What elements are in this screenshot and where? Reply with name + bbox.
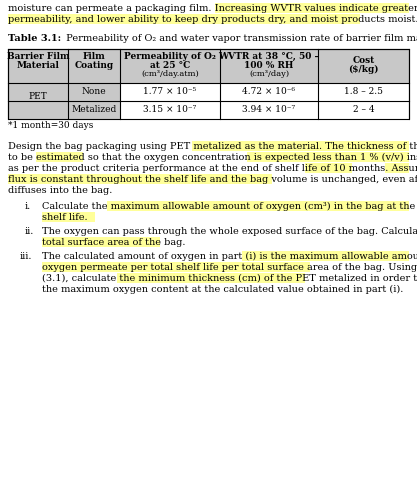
Text: The calculated amount of oxygen in part (i) is the maximum allowable amount of: The calculated amount of oxygen in part … <box>42 252 417 261</box>
Bar <box>215 3 409 13</box>
Bar <box>117 273 305 283</box>
Text: oxygen permeate per total shelf life per total surface area of the bag. Using Eq: oxygen permeate per total shelf life per… <box>42 263 417 272</box>
Text: Permeability of O₂ and water vapor transmission rate of barrier film material: Permeability of O₂ and water vapor trans… <box>63 34 417 43</box>
Text: WVTR at 38 °C, 50 –: WVTR at 38 °C, 50 – <box>219 52 319 61</box>
Bar <box>8 83 68 119</box>
Text: total surface area of the bag.: total surface area of the bag. <box>42 238 186 247</box>
Text: (3.1), calculate the minimum thickness (cm) of the PET metalized in order to lim: (3.1), calculate the minimum thickness (… <box>42 274 417 283</box>
Text: Coating: Coating <box>75 61 113 70</box>
Bar <box>8 49 409 119</box>
Text: 2 – 4: 2 – 4 <box>353 105 374 114</box>
Bar <box>107 201 409 211</box>
Text: diffuses into the bag.: diffuses into the bag. <box>8 186 112 195</box>
Bar <box>305 163 352 173</box>
Text: ($/kg): ($/kg) <box>348 65 379 74</box>
Text: Material: Material <box>17 61 60 70</box>
Text: Table 3.1:: Table 3.1: <box>8 34 61 43</box>
Bar <box>192 141 409 151</box>
Text: shelf life.: shelf life. <box>42 213 88 222</box>
Bar <box>42 212 95 222</box>
Text: (cm³/day): (cm³/day) <box>249 70 289 78</box>
Text: 4.72 × 10⁻⁶: 4.72 × 10⁻⁶ <box>243 87 296 96</box>
Bar <box>68 83 120 119</box>
Text: (cm³/day.atm): (cm³/day.atm) <box>141 70 199 78</box>
Text: the maximum oxygen content at the calculated value obtained in part (i).: the maximum oxygen content at the calcul… <box>42 285 403 294</box>
Text: 1.77 × 10⁻⁵: 1.77 × 10⁻⁵ <box>143 87 197 96</box>
Text: to be estimated so that the oxygen concentration is expected less than 1 % (v/v): to be estimated so that the oxygen conce… <box>8 153 417 162</box>
Text: 100 % RH: 100 % RH <box>244 61 294 70</box>
Bar <box>247 152 409 162</box>
Text: The oxygen can pass through the whole exposed surface of the bag. Calculate the: The oxygen can pass through the whole ex… <box>42 227 417 236</box>
Bar <box>8 174 272 184</box>
Text: i.: i. <box>25 202 31 211</box>
Text: Cost: Cost <box>352 56 374 65</box>
Text: at 25 °C: at 25 °C <box>150 61 190 70</box>
Text: PET: PET <box>29 92 48 101</box>
Bar <box>242 251 409 261</box>
Text: as per the product criteria performance at the end of shelf life of 10 months. A: as per the product criteria performance … <box>8 164 417 173</box>
Text: iii.: iii. <box>20 252 33 261</box>
Text: flux is constant throughout the shelf life and the bag volume is unchanged, even: flux is constant throughout the shelf li… <box>8 175 417 184</box>
Bar <box>42 262 310 272</box>
Text: ii.: ii. <box>25 227 34 236</box>
Text: Film: Film <box>83 52 106 61</box>
Text: Permeability of O₂: Permeability of O₂ <box>124 52 216 61</box>
Bar <box>42 237 160 247</box>
Bar <box>36 152 83 162</box>
Text: *1 month=30 days: *1 month=30 days <box>8 121 93 130</box>
Text: Barrier Film: Barrier Film <box>7 52 69 61</box>
Text: None: None <box>82 87 106 96</box>
Bar <box>8 49 409 83</box>
Text: 1.8 – 2.5: 1.8 – 2.5 <box>344 87 383 96</box>
Text: moisture can permeate a packaging film. Increasing WVTR values indicate greater: moisture can permeate a packaging film. … <box>8 4 417 13</box>
Bar <box>385 163 409 173</box>
Text: Design the bag packaging using PET metalized as the material. The thickness of t: Design the bag packaging using PET metal… <box>8 142 417 151</box>
Text: 3.94 × 10⁻⁷: 3.94 × 10⁻⁷ <box>242 105 296 114</box>
Text: permeability, and lower ability to keep dry products dry, and moist products moi: permeability, and lower ability to keep … <box>8 15 417 24</box>
Text: Metalized: Metalized <box>71 105 117 114</box>
Text: Calculate the maximum allowable amount of oxygen (cm³) in the bag at the end of: Calculate the maximum allowable amount o… <box>42 202 417 211</box>
Bar <box>8 14 360 24</box>
Text: 3.15 × 10⁻⁷: 3.15 × 10⁻⁷ <box>143 105 197 114</box>
